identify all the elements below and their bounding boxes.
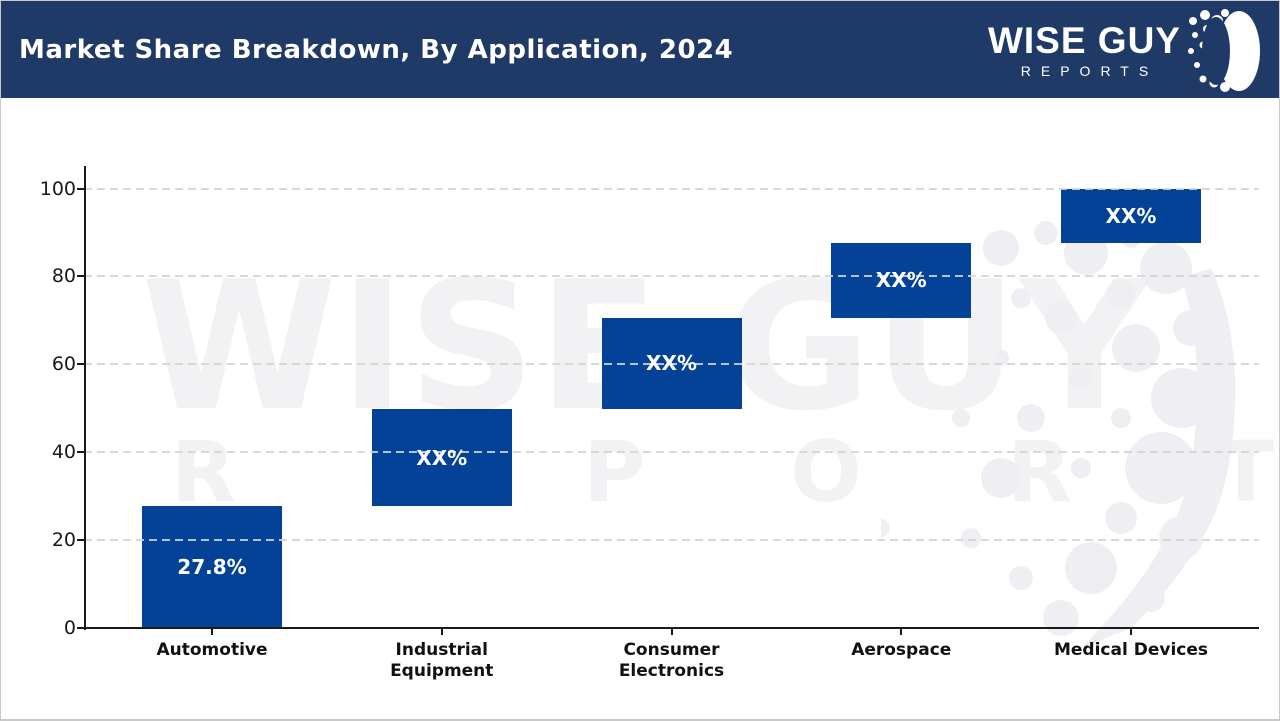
x-tick-mark bbox=[211, 629, 213, 635]
gridline bbox=[84, 363, 1259, 366]
y-tick-mark bbox=[77, 451, 84, 454]
y-tick-mark bbox=[77, 539, 84, 542]
y-tick-label: 80 bbox=[51, 265, 76, 288]
y-tick-label: 20 bbox=[51, 529, 76, 552]
y-axis-line bbox=[84, 166, 86, 630]
x-category-label-line: Automotive bbox=[156, 640, 268, 660]
x-category-label-line: Medical Devices bbox=[1053, 640, 1208, 660]
x-category-label: Consumer Electronics bbox=[557, 640, 787, 682]
x-axis-line bbox=[84, 627, 1259, 629]
x-tick-mark bbox=[670, 629, 673, 635]
x-category-label-line: Equipment bbox=[390, 661, 494, 681]
logo-wise-guy-text: WISE GUY bbox=[987, 19, 1181, 61]
wise-guy-logo: WISE GUY REPORTS bbox=[988, 7, 1261, 93]
bar-aerospace bbox=[831, 242, 972, 318]
bar-value-label: XX% bbox=[416, 445, 468, 470]
y-tick-mark bbox=[77, 275, 84, 278]
bar-industrial-equipment bbox=[371, 409, 512, 506]
gridline bbox=[84, 275, 1259, 278]
bar-value-label: 27.8% bbox=[177, 554, 247, 579]
x-category-label: Industrial Equipment bbox=[327, 640, 557, 682]
x-tick-mark bbox=[900, 629, 903, 635]
logo-face-icon bbox=[1188, 8, 1260, 92]
x-category-label: Aerospace bbox=[786, 640, 1016, 661]
y-tick-label: 40 bbox=[51, 441, 76, 464]
gridline bbox=[84, 539, 1259, 542]
plot: 27.8% XX% XX% XX% XX% 0 20 40 60 80 100 Automotive I… bbox=[1, 98, 1279, 719]
y-tick-label: 60 bbox=[51, 353, 76, 376]
x-category-label-line: Aerospace bbox=[851, 640, 952, 660]
page-title: Market Share Breakdown, By Application, … bbox=[19, 34, 734, 65]
gridline bbox=[84, 187, 1259, 190]
bar-value-label: XX% bbox=[875, 268, 927, 293]
y-tick-label: 0 bbox=[63, 617, 76, 639]
x-category-label-line: Industrial bbox=[395, 640, 488, 660]
x-category-label-line: Consumer bbox=[623, 640, 720, 660]
x-tick-mark bbox=[440, 629, 443, 635]
x-category-label: Automotive bbox=[97, 640, 327, 661]
y-tick-label: 100 bbox=[39, 177, 76, 200]
x-tick-mark bbox=[1130, 629, 1132, 635]
bar-value-label: XX% bbox=[646, 351, 697, 376]
logo-text: WISE GUY REPORTS bbox=[988, 22, 1181, 78]
x-category-label-line: Electronics bbox=[618, 661, 725, 681]
y-tick-mark bbox=[77, 627, 84, 629]
bar-value-label: XX% bbox=[1105, 203, 1157, 228]
watermark-reports: R E P O R T S bbox=[171, 423, 1279, 521]
header-bar: Market Share Breakdown, By Application, … bbox=[1, 1, 1279, 98]
y-tick-mark bbox=[77, 363, 84, 366]
gridline bbox=[84, 451, 1259, 454]
y-tick-mark bbox=[77, 187, 84, 190]
bar-automotive bbox=[142, 505, 282, 628]
x-category-label: Medical Devices bbox=[1016, 640, 1246, 661]
watermark-face-icon bbox=[881, 221, 1236, 648]
bar-medical-devices bbox=[1061, 188, 1201, 243]
chart-area: WISE GUY R E P O R T S 27.8%XX%XX%XX%XX%… bbox=[1, 98, 1279, 719]
logo-reports-text: REPORTS bbox=[1020, 62, 1159, 79]
